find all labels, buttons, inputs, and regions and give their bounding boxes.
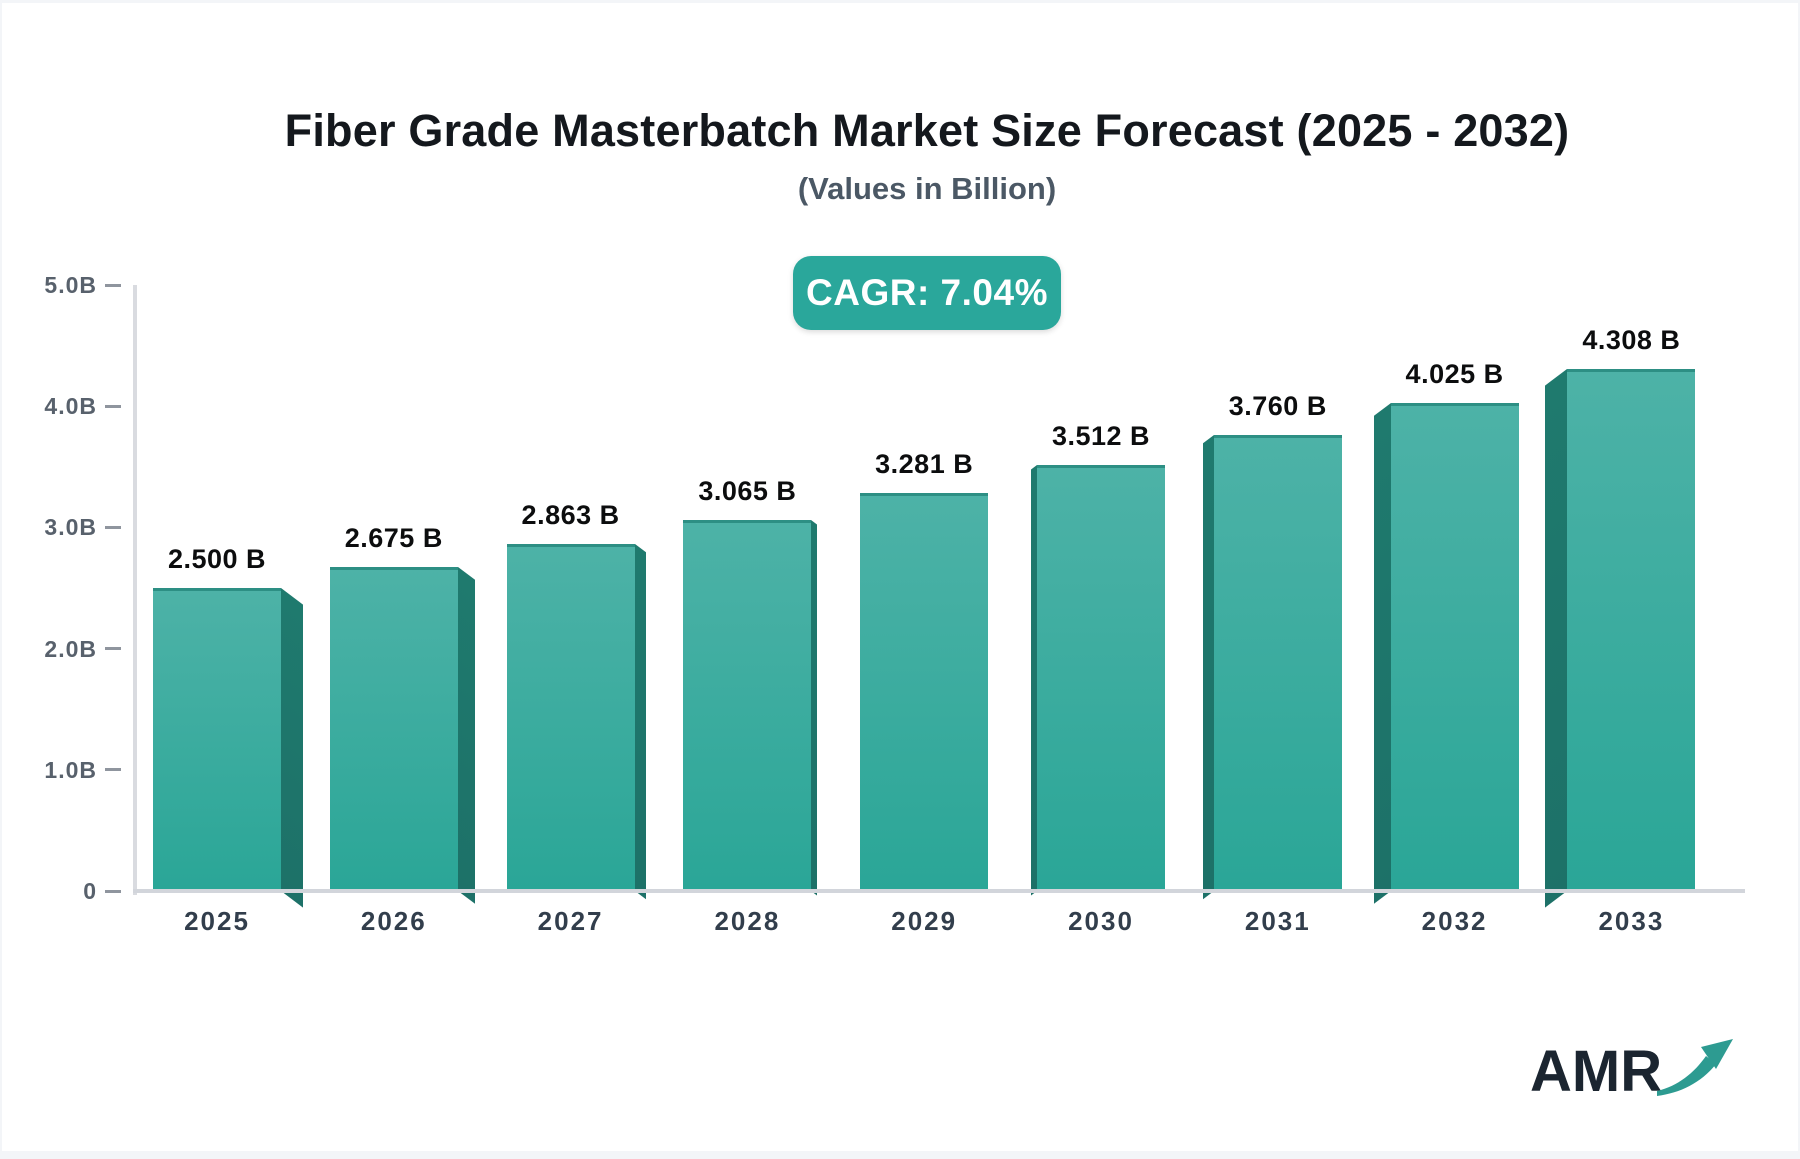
y-tick-mark bbox=[105, 889, 121, 893]
y-tick-mark bbox=[105, 647, 121, 651]
bar-value-label: 3.512 B bbox=[1051, 421, 1151, 452]
bar bbox=[329, 566, 458, 891]
bar-value-label: 3.065 B bbox=[698, 475, 797, 506]
y-axis-tick-label: 2.0B bbox=[44, 635, 97, 662]
x-axis-tick-label: 2032 bbox=[1421, 906, 1488, 936]
bar bbox=[683, 519, 812, 891]
y-tick-mark bbox=[105, 283, 121, 287]
bar-value-label: 2.863 B bbox=[521, 500, 620, 530]
amr-logo: AMR bbox=[1530, 1037, 1734, 1101]
cagr-badge: CAGR: 7.04% bbox=[793, 256, 1061, 330]
bar-value-label: 4.308 B bbox=[1582, 324, 1681, 355]
x-axis-tick-label: 2030 bbox=[1068, 906, 1134, 936]
chart-card: Fiber Grade Masterbatch Market Size Fore… bbox=[2, 3, 1798, 1151]
bar bbox=[1213, 435, 1342, 891]
y-tick-mark bbox=[105, 525, 121, 529]
x-axis-tick-label: 2031 bbox=[1244, 906, 1311, 936]
growth-arrow-icon bbox=[1657, 1039, 1734, 1096]
bar-value-label: 4.025 B bbox=[1405, 359, 1504, 390]
y-axis-tick-label: 1.0B bbox=[44, 756, 97, 783]
chart-subtitle: (Values in Billion) bbox=[797, 171, 1057, 206]
bar-value-label: 3.760 B bbox=[1228, 391, 1327, 422]
y-axis-tick-label: 3.0B bbox=[44, 514, 97, 541]
y-axis-tick-label: 4.0B bbox=[44, 393, 97, 420]
bar bbox=[860, 493, 989, 891]
cagr-badge-label: CAGR: 7.04% bbox=[806, 272, 1048, 313]
y-tick-mark bbox=[105, 404, 121, 408]
x-axis-tick-label: 2029 bbox=[891, 906, 958, 936]
bar bbox=[1037, 465, 1165, 891]
y-tick-mark bbox=[105, 768, 121, 772]
bar-chart-plot: 5.0B 4.0B 3.0B 2.0B 1.0B 0 2.500 B 2025 2.675 B 2… bbox=[2, 3, 1800, 1159]
bar-3d-side bbox=[1545, 368, 1568, 908]
x-axis-tick-label: 2027 bbox=[537, 906, 604, 936]
bar-3d-side bbox=[457, 566, 475, 904]
y-axis-line bbox=[133, 285, 137, 895]
amr-logo-text: AMR bbox=[1530, 1039, 1663, 1104]
bar bbox=[1390, 403, 1519, 891]
bar-3d-side bbox=[1373, 403, 1391, 904]
y-axis-tick-label: 5.0B bbox=[44, 272, 97, 298]
bar bbox=[153, 588, 281, 891]
x-axis-line bbox=[133, 889, 1745, 893]
bar bbox=[1567, 368, 1696, 891]
bar-3d-side bbox=[281, 588, 303, 908]
x-axis-tick-label: 2028 bbox=[714, 906, 781, 936]
x-axis-tick-label: 2025 bbox=[184, 906, 250, 936]
bar-value-label: 2.675 B bbox=[344, 522, 443, 553]
bar-3d-side bbox=[811, 519, 818, 896]
page-title: Fiber Grade Masterbatch Market Size Fore… bbox=[284, 105, 1570, 156]
bar bbox=[506, 544, 635, 891]
bar-value-label: 2.500 B bbox=[167, 544, 267, 574]
bar-value-label: 3.281 B bbox=[875, 449, 974, 480]
x-axis-tick-label: 2026 bbox=[360, 906, 427, 936]
y-axis-tick-label: 0 bbox=[83, 878, 97, 904]
x-axis-tick-label: 2033 bbox=[1598, 906, 1665, 936]
bar-3d-side bbox=[634, 544, 646, 900]
bar-3d-side bbox=[1202, 435, 1214, 900]
